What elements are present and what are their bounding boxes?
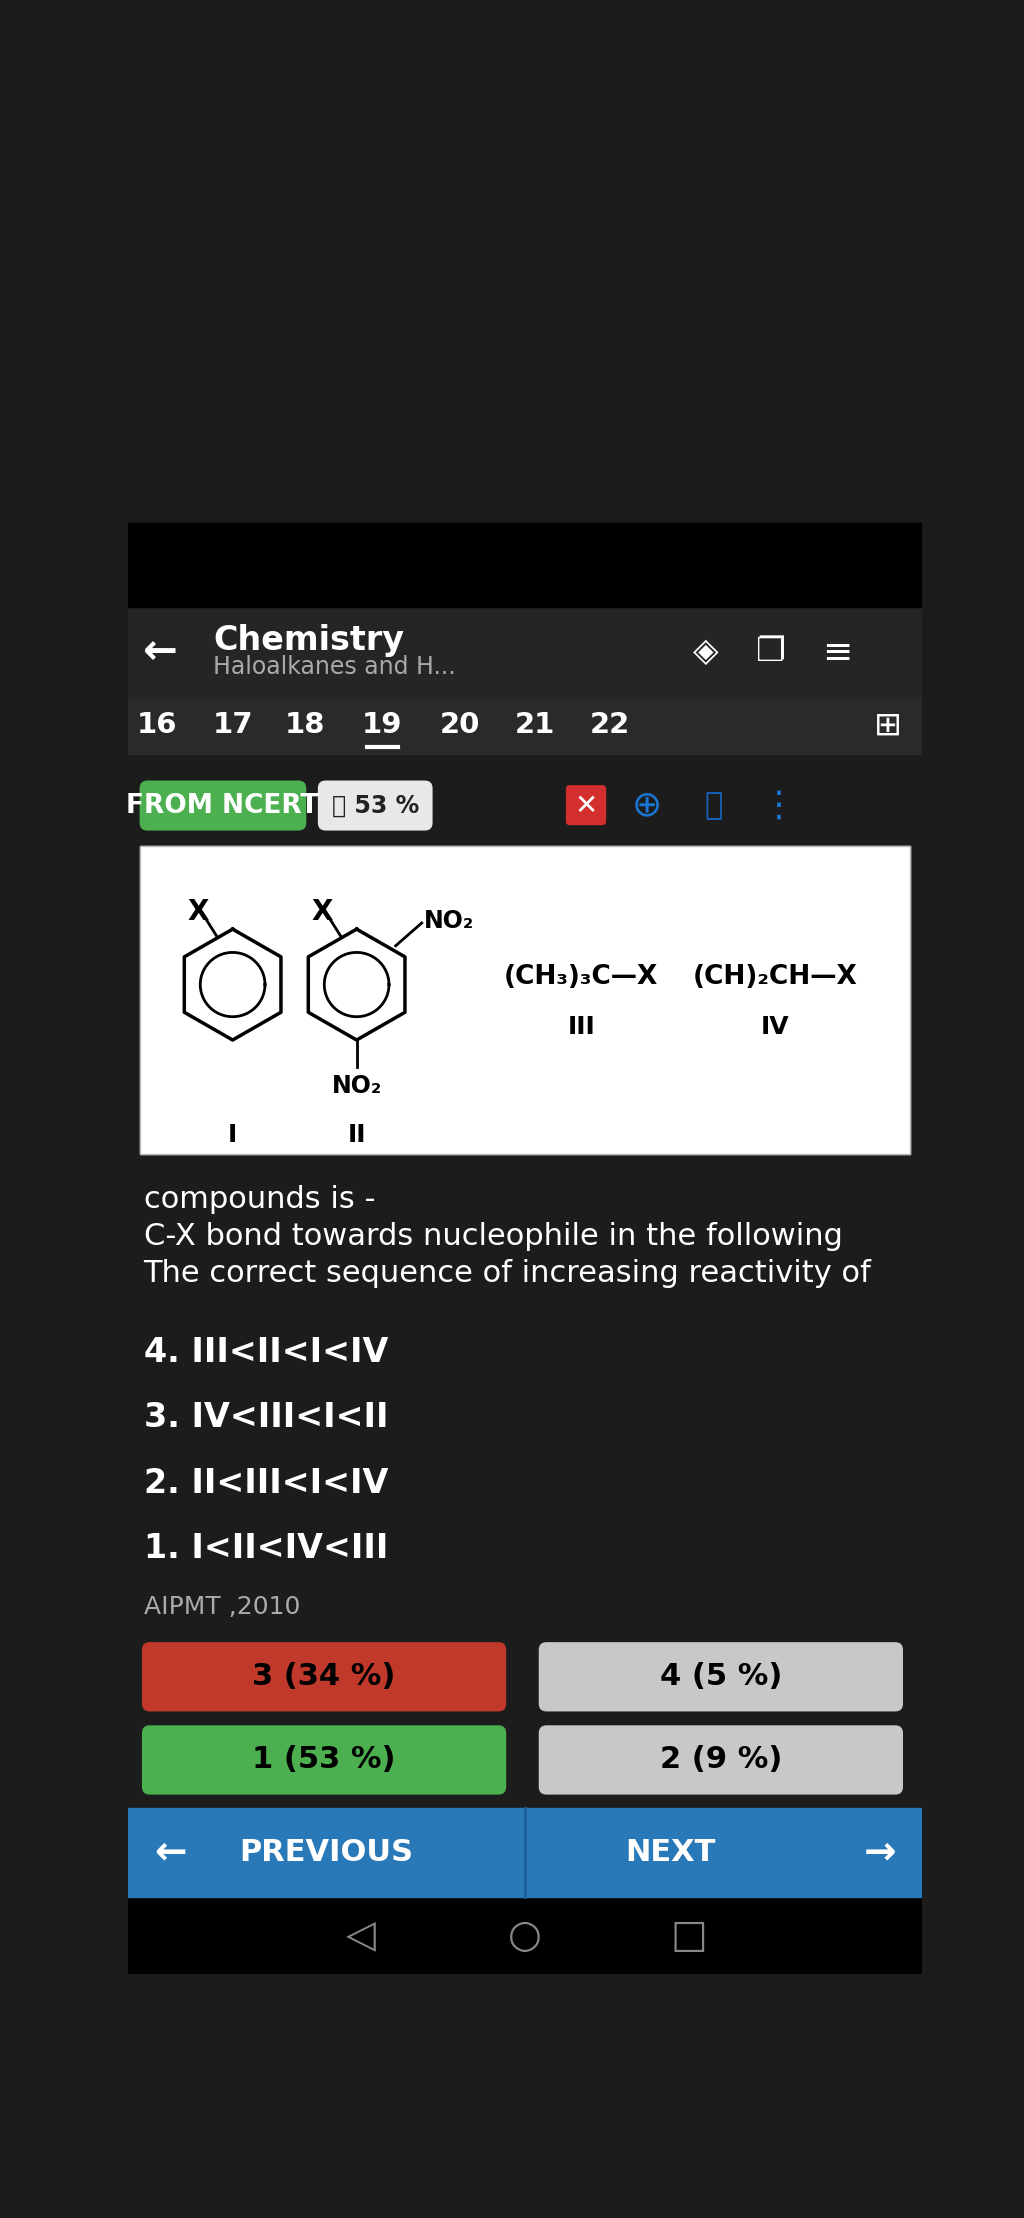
Bar: [128, 608, 922, 696]
FancyBboxPatch shape: [539, 1641, 903, 1712]
Text: ⊞: ⊞: [873, 708, 901, 741]
Text: ◈: ◈: [692, 634, 718, 668]
Text: 3 (34 %): 3 (34 %): [252, 1661, 395, 1692]
Text: 🔖: 🔖: [705, 792, 722, 821]
Bar: [524, 1808, 922, 1896]
Bar: [128, 1808, 524, 1896]
Text: I: I: [228, 1122, 238, 1147]
Bar: [128, 696, 922, 754]
Bar: [139, 845, 910, 1153]
Text: 2. II<III<I<IV: 2. II<III<I<IV: [143, 1466, 388, 1499]
Bar: [128, 1896, 922, 1974]
Text: 3. IV<III<I<II: 3. IV<III<I<II: [143, 1402, 388, 1435]
Text: compounds is -: compounds is -: [143, 1184, 375, 1213]
Text: PREVIOUS: PREVIOUS: [240, 1839, 414, 1868]
Text: 17: 17: [212, 710, 253, 739]
Bar: [139, 845, 910, 1153]
Text: ◁: ◁: [345, 1916, 376, 1954]
Text: □: □: [671, 1916, 708, 1954]
Text: 1 (53 %): 1 (53 %): [252, 1746, 396, 1774]
Text: C-X bond towards nucleophile in the following: C-X bond towards nucleophile in the foll…: [143, 1222, 843, 1251]
FancyBboxPatch shape: [142, 1726, 506, 1794]
Bar: [128, 765, 922, 838]
Text: (CH₃)₃C—X: (CH₃)₃C—X: [504, 965, 658, 989]
Text: 19: 19: [361, 710, 402, 739]
Text: ○: ○: [508, 1916, 542, 1954]
Text: (CH)₂CH—X: (CH)₂CH—X: [692, 965, 857, 989]
Text: NO₂: NO₂: [424, 909, 474, 934]
FancyBboxPatch shape: [139, 781, 306, 830]
Text: X: X: [311, 898, 333, 927]
Text: III: III: [567, 1016, 595, 1038]
Text: FROM NCERT: FROM NCERT: [126, 792, 318, 818]
Text: ❐: ❐: [757, 634, 786, 668]
Text: X: X: [187, 898, 209, 927]
FancyBboxPatch shape: [142, 1641, 506, 1712]
FancyBboxPatch shape: [566, 785, 606, 825]
Text: ≡: ≡: [822, 634, 852, 668]
Text: 22: 22: [590, 710, 630, 739]
Text: →: →: [863, 1834, 896, 1872]
Text: ⊕: ⊕: [632, 790, 663, 823]
Text: 4. III<II<I<IV: 4. III<II<I<IV: [143, 1335, 388, 1369]
Bar: [128, 523, 922, 608]
Text: 16: 16: [137, 710, 178, 739]
FancyBboxPatch shape: [539, 1726, 903, 1794]
Text: 2 (9 %): 2 (9 %): [659, 1746, 782, 1774]
Text: ←: ←: [143, 630, 178, 672]
Text: ←: ←: [155, 1834, 187, 1872]
Text: II: II: [347, 1122, 366, 1147]
Text: 20: 20: [439, 710, 480, 739]
Text: 4 (5 %): 4 (5 %): [659, 1661, 782, 1692]
Text: 1. I<II<IV<III: 1. I<II<IV<III: [143, 1533, 388, 1566]
Text: NEXT: NEXT: [626, 1839, 716, 1868]
Text: ⋮: ⋮: [761, 790, 797, 823]
Text: Chemistry: Chemistry: [213, 623, 404, 657]
Text: 21: 21: [515, 710, 555, 739]
FancyBboxPatch shape: [317, 781, 432, 830]
Text: NO₂: NO₂: [332, 1074, 382, 1098]
Text: 👍 53 %: 👍 53 %: [332, 794, 419, 818]
Text: 18: 18: [285, 710, 325, 739]
Text: AIPMT ,2010: AIPMT ,2010: [143, 1595, 300, 1619]
Text: IV: IV: [761, 1016, 790, 1038]
Text: The correct sequence of increasing reactivity of: The correct sequence of increasing react…: [143, 1260, 871, 1289]
Text: Haloalkanes and H...: Haloalkanes and H...: [213, 654, 456, 679]
Text: ✕: ✕: [574, 792, 598, 818]
